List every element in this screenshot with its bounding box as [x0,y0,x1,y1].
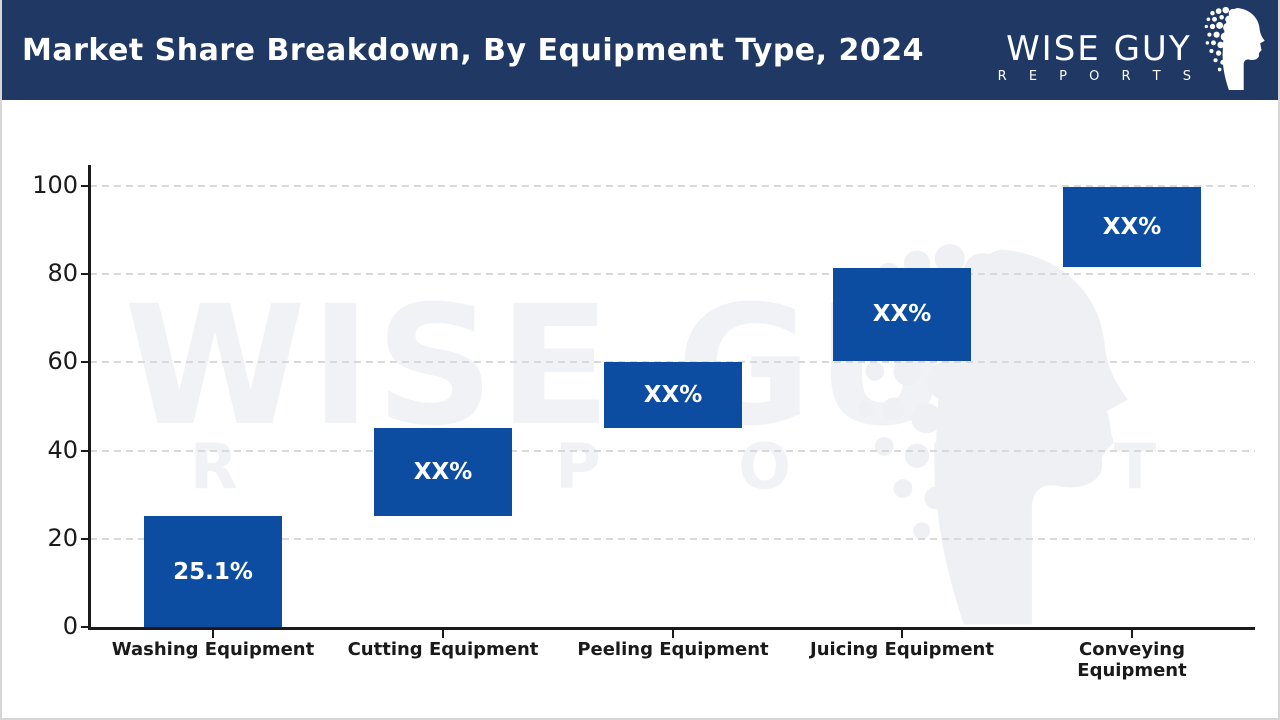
x-axis-tick [1131,630,1133,638]
x-axis-tick [672,630,674,638]
y-tick-label: 80 [47,259,78,288]
gridline [90,537,1255,540]
x-category-label: Washing Equipment [111,639,315,660]
x-axis-tick [212,630,214,638]
bar-value-label: XX% [1102,213,1162,240]
gridline [90,185,1255,187]
wiseguy-head-icon [1202,6,1268,92]
x-category-label: Peeling Equipment [577,639,769,660]
bar-value-label: XX% [872,301,932,328]
logo-subtitle: R E P O R T S [997,68,1200,84]
bar-value-label: 25.1% [173,558,253,585]
bar: XX% [604,361,742,429]
y-axis-tick [81,537,89,540]
y-tick-label: 20 [47,523,78,552]
y-tick-label: 100 [32,171,78,199]
bar: 25.1% [144,516,282,627]
bar-value-label: XX% [413,459,473,486]
y-axis-line [88,165,91,630]
y-tick-label: 40 [47,435,78,464]
y-axis-tick [81,185,89,187]
x-category-label: Conveying Equipment [1077,639,1187,681]
y-tick-label: 0 [62,612,78,640]
y-tick-label: 60 [47,347,78,376]
bar: XX% [374,428,512,517]
header-bar: Market Share Breakdown, By Equipment Typ… [2,0,1278,100]
y-axis-tick [81,449,89,452]
bar: XX% [1063,186,1201,267]
y-axis-tick [81,361,89,364]
wiseguy-logo: WISE GUY R E P O R T S [998,6,1268,92]
logo-wordmark: WISE GUY [1006,28,1192,69]
y-axis-tick [81,273,89,276]
gridline [90,449,1255,452]
bar: XX% [833,267,971,361]
x-category-label: Cutting Equipment [347,639,539,660]
x-axis-line [88,627,1255,630]
x-axis-tick [442,630,444,638]
page-title: Market Share Breakdown, By Equipment Typ… [22,33,924,68]
y-axis-tick [81,626,89,628]
x-axis-tick [901,630,903,638]
x-category-label: Juicing Equipment [810,639,994,660]
bar-value-label: XX% [643,382,703,409]
gridline [90,273,1255,276]
wiseguy-logo-text: WISE GUY R E P O R T S [998,15,1200,84]
